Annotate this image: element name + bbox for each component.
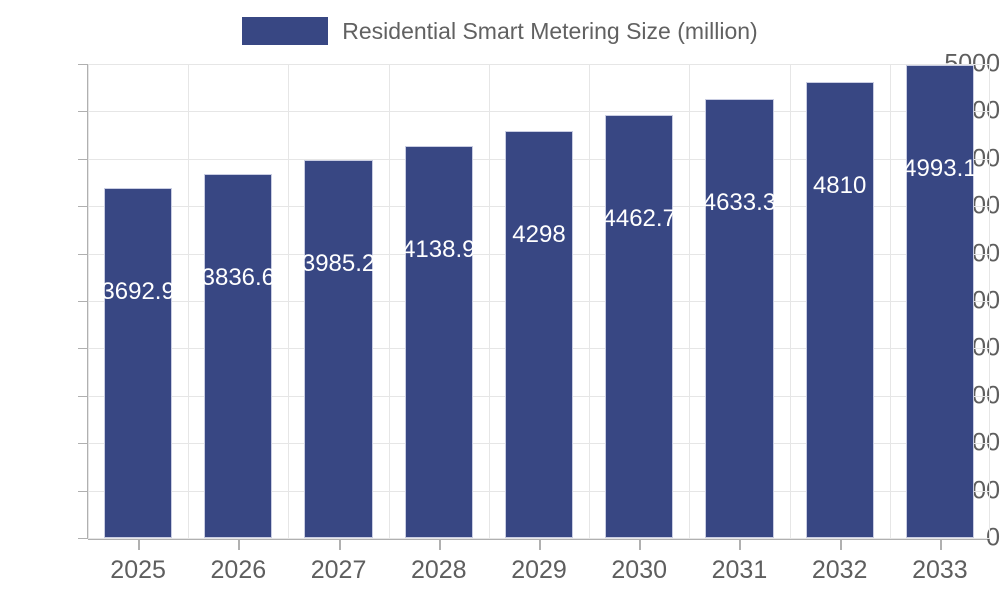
bar[interactable] [204,174,273,538]
gridline-vertical [689,64,691,538]
y-tick-mark [78,301,87,302]
y-tick-mark [78,538,87,539]
bar-value-label: 4633.3 [702,188,777,216]
legend-label: Residential Smart Metering Size (million… [342,18,758,44]
gridline-vertical [789,64,791,538]
bar-value-label: 4462.7 [602,204,676,232]
bar[interactable] [705,98,774,538]
bar[interactable] [404,145,473,538]
x-tick-mark [138,540,141,550]
x-tick-mark [238,540,241,550]
bar-value-label: 4138.9 [402,235,476,263]
y-tick-mark [78,253,87,255]
bar-value-label: 3836.6 [201,264,276,292]
x-axis-spine [88,538,990,540]
x-tick-mark [438,540,441,550]
x-tick-label: 2027 [310,556,367,584]
bar-value-label: 3692.9 [101,277,175,305]
x-tick-label: 2029 [511,556,567,584]
bar[interactable] [605,114,674,538]
bar-value-label: 4298 [512,220,566,248]
x-tick-mark [639,540,642,550]
x-tick-mark [539,540,541,550]
bar[interactable] [905,64,974,538]
y-tick-mark [78,443,87,445]
chart-legend: Residential Smart Metering Size (million… [0,10,1000,52]
y-tick-mark [78,206,87,208]
x-tick-label: 2031 [711,556,768,584]
gridline-horizontal [88,111,990,113]
y-tick-mark [78,395,87,397]
x-tick-mark [739,540,742,550]
plot-area: 3692.9 3836.6 3985.2 4138.9 4298 4462.7 4633.3… [88,64,990,539]
x-tick-label: 2032 [811,556,868,584]
x-tick-label: 2026 [210,556,267,584]
gridline-vertical [188,64,190,538]
bar[interactable] [805,82,874,538]
gridline-vertical [589,64,591,538]
x-tick-label: 2033 [912,556,968,584]
y-tick-mark [78,490,87,492]
bar-value-label: 3985.2 [301,250,376,278]
x-tick-mark [839,540,842,550]
bar-value-label: 4810 [812,172,867,199]
gridline-vertical [388,64,390,538]
bar[interactable] [504,130,574,538]
x-tick-label: 2030 [611,556,668,584]
bar[interactable] [104,187,173,538]
gridline-vertical [488,64,490,538]
x-tick-mark [939,540,942,550]
gridline-horizontal [88,64,990,65]
y-tick-mark [78,158,87,160]
bar-value-label: 4993.1 [903,154,977,182]
legend-color-swatch [242,17,329,45]
gridline-vertical [288,64,290,538]
x-tick-label: 2028 [410,556,467,584]
y-tick-mark [78,348,87,350]
gridline-horizontal [88,538,990,539]
y-tick-mark [78,111,87,113]
x-tick-label: 2025 [110,556,166,584]
gridline-vertical [88,64,89,538]
gridline-vertical [889,64,891,538]
y-tick-mark [78,64,87,65]
bar[interactable] [304,160,373,538]
gridline-vertical [989,64,990,538]
x-tick-mark [338,540,341,550]
